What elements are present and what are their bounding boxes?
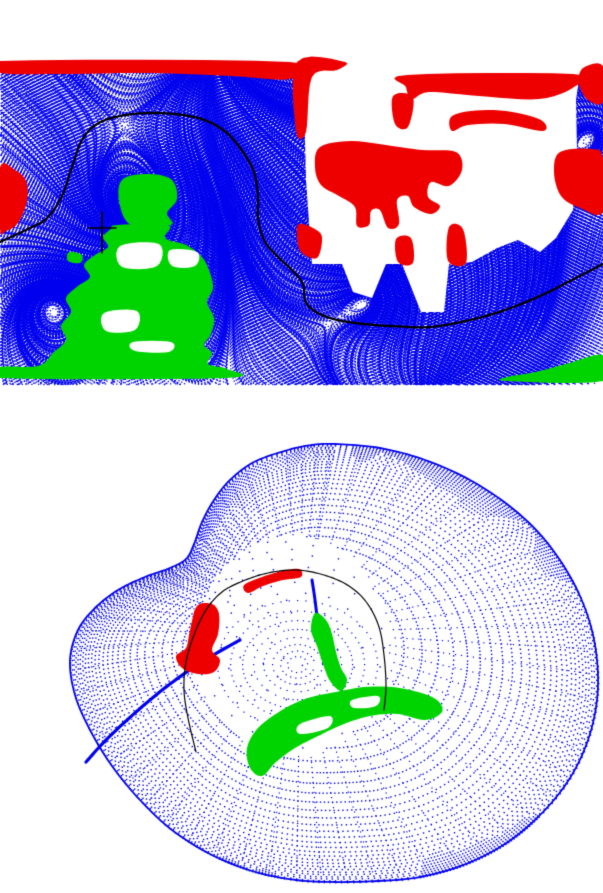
figure — [0, 0, 603, 893]
surface-panel-canvas — [0, 0, 603, 893]
